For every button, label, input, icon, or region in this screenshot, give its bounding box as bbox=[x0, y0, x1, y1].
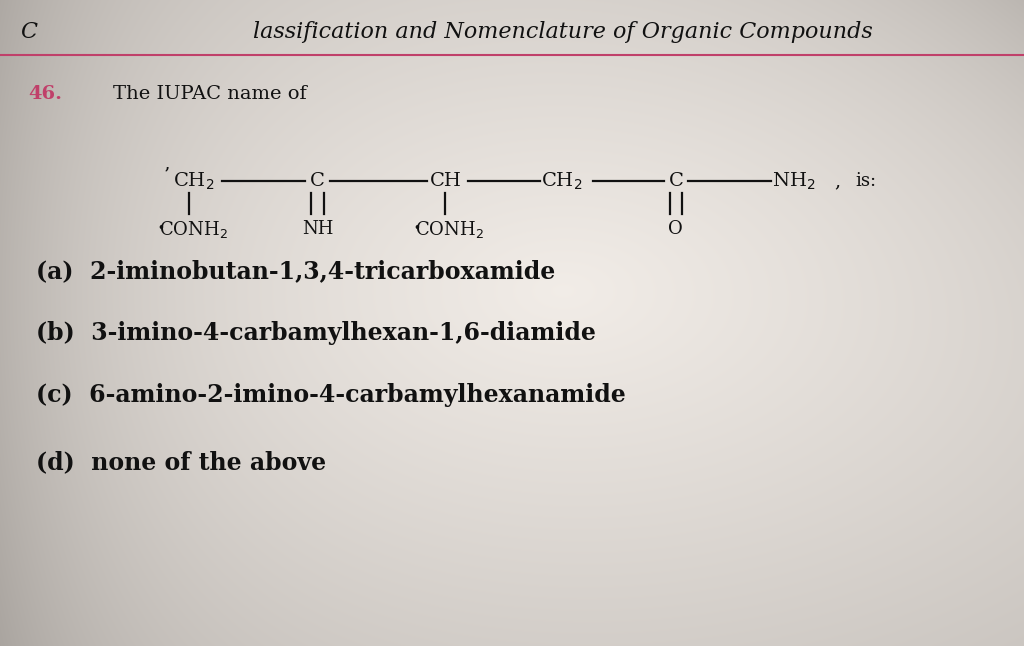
Text: The IUPAC name of: The IUPAC name of bbox=[113, 85, 306, 103]
Text: CH$_2$: CH$_2$ bbox=[542, 171, 583, 191]
Text: NH$_2$: NH$_2$ bbox=[772, 171, 815, 191]
Text: (a)  2-iminobutan-1,3,4-tricarboxamide: (a) 2-iminobutan-1,3,4-tricarboxamide bbox=[36, 259, 555, 284]
Text: (c)  6-amino-2-imino-4-carbamylhexanamide: (c) 6-amino-2-imino-4-carbamylhexanamide bbox=[36, 383, 626, 408]
Text: lassification and Nomenclature of Organic Compounds: lassification and Nomenclature of Organi… bbox=[253, 21, 873, 43]
Text: (d)  none of the above: (d) none of the above bbox=[36, 450, 326, 474]
Text: CH$_2$: CH$_2$ bbox=[173, 171, 214, 191]
Text: C: C bbox=[669, 172, 683, 190]
Text: C: C bbox=[310, 172, 325, 190]
Text: ’: ’ bbox=[164, 167, 170, 185]
Text: CH: CH bbox=[429, 172, 462, 190]
Text: 46.: 46. bbox=[29, 85, 62, 103]
Text: O: O bbox=[669, 220, 683, 238]
Text: ·: · bbox=[157, 216, 165, 243]
Text: CONH$_2$: CONH$_2$ bbox=[159, 219, 228, 240]
Text: C: C bbox=[20, 21, 38, 43]
Text: is:: is: bbox=[855, 172, 877, 190]
Text: ,: , bbox=[835, 172, 841, 190]
Text: (b)  3-imino-4-carbamylhexan-1,6-diamide: (b) 3-imino-4-carbamylhexan-1,6-diamide bbox=[36, 320, 596, 345]
Text: NH: NH bbox=[302, 220, 333, 238]
Text: ·: · bbox=[413, 216, 421, 243]
Text: CONH$_2$: CONH$_2$ bbox=[415, 219, 484, 240]
